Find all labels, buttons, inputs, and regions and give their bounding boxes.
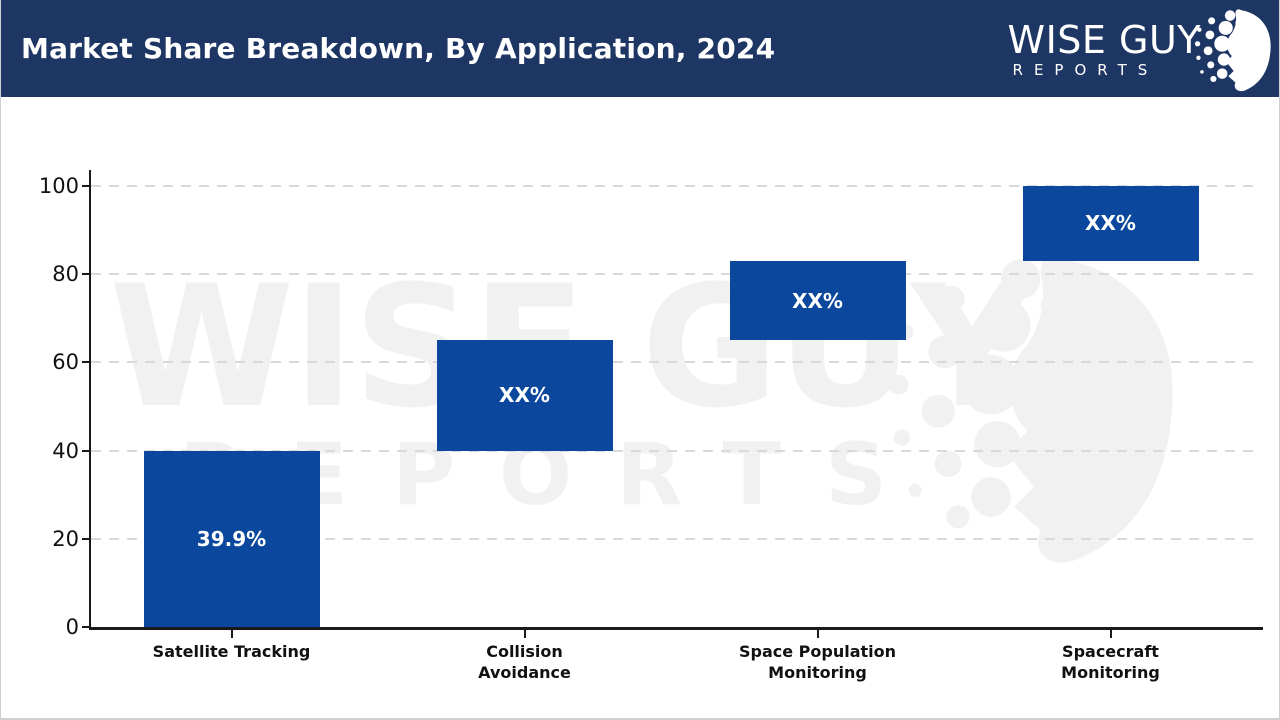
x-tick-spacecraft-monitoring xyxy=(1109,630,1112,638)
wiseguy-head-icon xyxy=(1194,9,1271,92)
y-tick-100 xyxy=(82,185,90,187)
bar-value-label-spacecraft-monitoring: XX% xyxy=(1085,211,1136,236)
y-tick-0 xyxy=(82,626,90,628)
wiseguy-logo-text: WISE GUY REPORTS xyxy=(1008,20,1201,79)
y-tick-label-60: 60 xyxy=(52,350,79,375)
watermark-dotted-head-icon xyxy=(888,256,1173,563)
x-category-label-satellite-tracking: Satellite Tracking xyxy=(153,641,311,662)
wiseguy-logo: WISE GUY REPORTS xyxy=(1008,4,1277,94)
gridline-40 xyxy=(91,449,1261,452)
x-category-label-collision-avoidance: Collision Avoidance xyxy=(478,641,571,683)
bar-collision-avoidance xyxy=(436,340,613,451)
y-tick-label-100: 100 xyxy=(38,174,79,198)
x-tick-space-population-monitoring xyxy=(816,630,819,638)
y-tick-label-40: 40 xyxy=(52,438,79,463)
y-tick-label-80: 80 xyxy=(52,262,79,287)
bar-spacecraft-monitoring xyxy=(1022,186,1199,261)
x-category-label-line: Avoidance xyxy=(478,663,571,682)
x-category-label-space-population-monitoring: Space Population Monitoring xyxy=(739,641,896,683)
x-category-label-line: Spacecraft xyxy=(1062,642,1159,661)
gridline-100 xyxy=(91,185,1261,187)
wiseguy-logo-wiseguy: WISE GUY xyxy=(1007,17,1201,62)
bar-value-label-collision-avoidance: XX% xyxy=(499,383,550,408)
x-tick-satellite-tracking xyxy=(230,630,233,638)
x-tick-collision-avoidance xyxy=(523,630,526,638)
y-tick-40 xyxy=(82,449,90,452)
y-tick-20 xyxy=(82,537,90,540)
wiseguy-logo-reports: REPORTS xyxy=(1012,60,1159,79)
x-axis-line xyxy=(89,627,1263,630)
bar-value-label-satellite-tracking: 39.9% xyxy=(196,527,267,552)
x-category-label-line: Monitoring xyxy=(1061,663,1160,682)
gridline-60 xyxy=(91,361,1261,364)
header-bar: Market Share Breakdown, By Application, … xyxy=(1,0,1279,97)
page-title: Market Share Breakdown, By Application, … xyxy=(21,32,776,65)
bar-space-population-monitoring xyxy=(729,260,906,341)
x-category-label-line: Satellite Tracking xyxy=(152,642,311,661)
y-tick-60 xyxy=(82,361,90,364)
bar-satellite-tracking xyxy=(143,451,320,627)
y-tick-label-20: 20 xyxy=(52,526,79,551)
market-share-chart: 0 20 40 60 80 100 39.9% Satellite Tracking XX% Co… xyxy=(1,97,1279,718)
x-category-label-spacecraft-monitoring: Spacecraft Monitoring xyxy=(1061,641,1160,683)
bar-value-label-space-population-monitoring: XX% xyxy=(792,288,843,313)
x-category-label-line: Monitoring xyxy=(768,663,867,682)
y-axis-line xyxy=(89,170,91,630)
x-category-label-line: Collision xyxy=(486,642,563,661)
y-tick-label-0: 0 xyxy=(65,615,79,639)
gridline-20 xyxy=(91,537,1261,540)
y-tick-80 xyxy=(82,273,90,276)
x-category-label-line: Space Population xyxy=(738,642,897,661)
gridline-80 xyxy=(91,273,1261,276)
